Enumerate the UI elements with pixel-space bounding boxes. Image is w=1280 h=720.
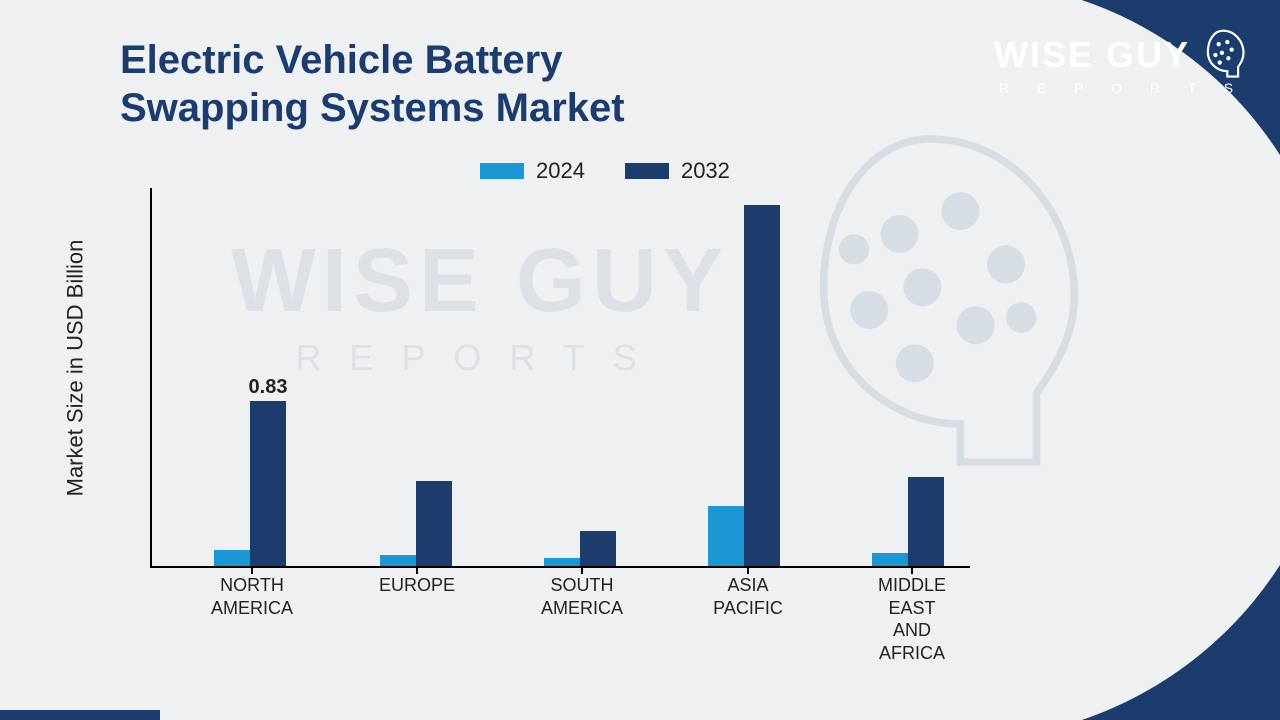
right-band [960, 0, 1280, 720]
bar [708, 506, 744, 566]
legend-item: 2032 [625, 158, 730, 184]
legend-item: 2024 [480, 158, 585, 184]
logo-head-icon [1196, 28, 1250, 82]
x-axis-tick: EUROPE [362, 566, 472, 597]
chart-zone: Market Size in USD Billion 20242032 0.83… [60, 168, 980, 688]
bar [744, 205, 780, 566]
bar [908, 477, 944, 566]
x-axis-tick: NORTHAMERICA [192, 566, 312, 619]
bar-group: 0.83 [214, 401, 286, 566]
bar [544, 558, 580, 566]
bar-group [872, 477, 944, 566]
bar [872, 553, 908, 566]
bar-group [544, 531, 616, 566]
logo-text: WISE GUY [994, 34, 1190, 76]
bar-group [380, 481, 452, 567]
plot-area: 0.83NORTHAMERICAEUROPESOUTHAMERICAASIAPA… [150, 188, 970, 568]
x-axis-tick: MIDDLEEASTANDAFRICA [852, 566, 972, 664]
bar-group [708, 205, 780, 566]
legend-swatch [480, 163, 524, 179]
x-axis-tick: ASIAPACIFIC [688, 566, 808, 619]
y-axis-label: Market Size in USD Billion [60, 168, 90, 568]
legend-label: 2032 [681, 158, 730, 184]
brand-logo: WISE GUY R E P O R T S [992, 28, 1252, 96]
x-axis-tick: SOUTHAMERICA [522, 566, 642, 619]
legend: 2024 2032 [480, 158, 730, 184]
bottom-accent-bar [0, 710, 160, 720]
legend-label: 2024 [536, 158, 585, 184]
legend-swatch [625, 163, 669, 179]
bar [380, 555, 416, 566]
bar-value-label: 0.83 [249, 376, 288, 399]
logo-subtext: R E P O R T S [992, 80, 1252, 96]
bar: 0.83 [250, 401, 286, 566]
bar [416, 481, 452, 567]
chart-title: Electric Vehicle Battery Swapping System… [120, 36, 760, 132]
bar [214, 550, 250, 566]
bar [580, 531, 616, 566]
